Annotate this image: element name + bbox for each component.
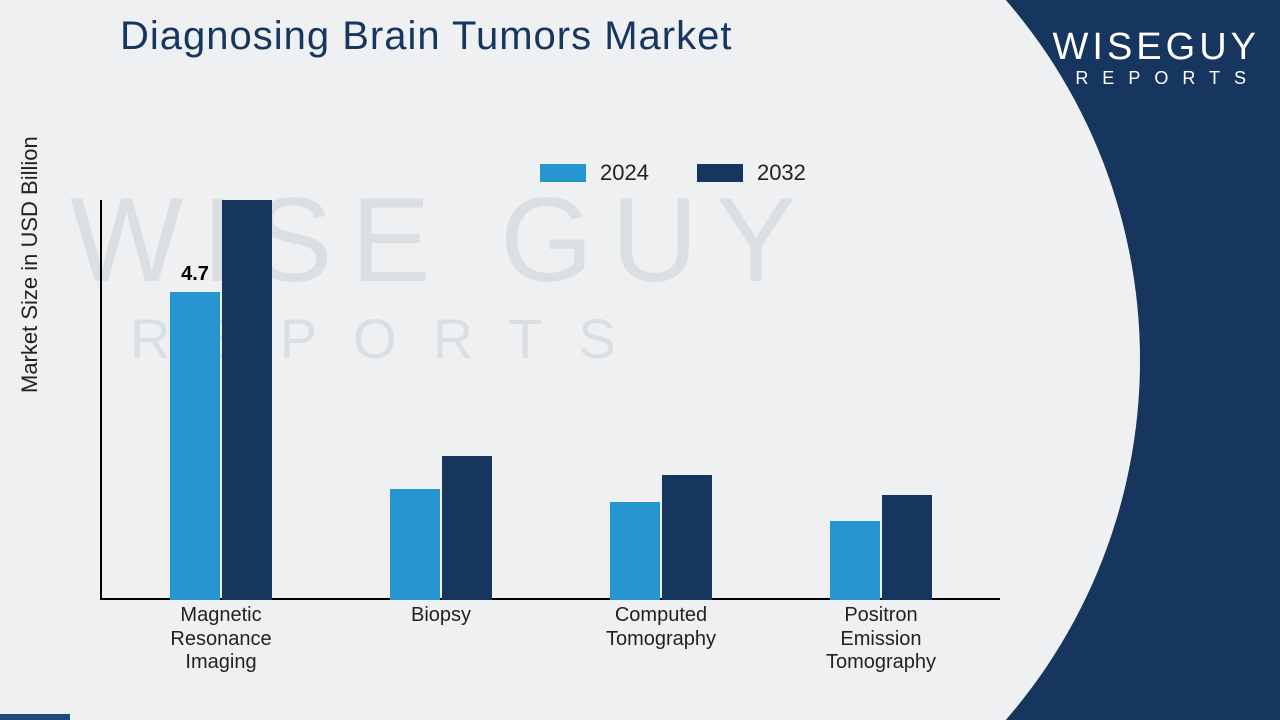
bar bbox=[610, 502, 660, 600]
legend: 2024 2032 bbox=[540, 160, 806, 186]
y-axis-label: Market Size in USD Billion bbox=[17, 136, 43, 393]
chart-title: Diagnosing Brain Tumors Market bbox=[120, 14, 732, 59]
wiseguy-logo: WISEGUY REPORTS bbox=[980, 28, 1260, 89]
bar bbox=[390, 489, 440, 600]
bar bbox=[882, 495, 932, 600]
legend-item: 2032 bbox=[697, 160, 806, 186]
bar bbox=[170, 292, 220, 600]
bar bbox=[830, 521, 880, 600]
legend-label: 2024 bbox=[600, 160, 649, 186]
chart-stage: WISEGUY REPORTS WISE GUY REPORTS Diagnos… bbox=[0, 0, 1280, 720]
legend-swatch bbox=[697, 164, 743, 182]
plot-area: MagneticResonanceImagingBiopsyComputedTo… bbox=[100, 200, 1000, 600]
legend-label: 2032 bbox=[757, 160, 806, 186]
bottom-accent-bar bbox=[0, 714, 70, 720]
category-label: ComputedTomography bbox=[571, 604, 751, 651]
y-axis-line bbox=[100, 200, 102, 600]
category-label: Biopsy bbox=[351, 604, 531, 628]
logo-line1: WISEGUY bbox=[980, 28, 1260, 66]
category-label: MagneticResonanceImaging bbox=[131, 604, 311, 675]
bar-value-label: 4.7 bbox=[181, 263, 209, 286]
bar bbox=[662, 475, 712, 600]
legend-swatch bbox=[540, 164, 586, 182]
bar bbox=[222, 200, 272, 600]
category-label: PositronEmissionTomography bbox=[791, 604, 971, 675]
bar bbox=[442, 456, 492, 600]
legend-item: 2024 bbox=[540, 160, 649, 186]
logo-line2: REPORTS bbox=[980, 68, 1260, 89]
